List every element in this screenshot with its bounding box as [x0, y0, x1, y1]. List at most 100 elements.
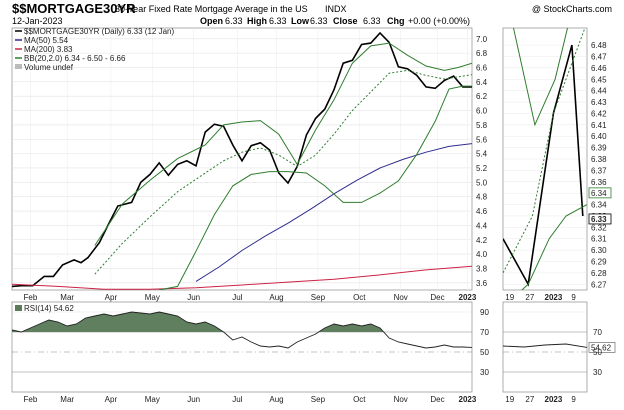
- ohlc-low-value: 6.33: [310, 16, 328, 26]
- zoom-y-tick: 6.44: [591, 87, 607, 96]
- zoom-y-tick: 6.29: [591, 258, 607, 267]
- zoom-x-tick: 9: [571, 293, 576, 302]
- rsi-x-tick: Dec: [430, 395, 444, 404]
- main-x-tick: Jul: [232, 293, 242, 302]
- zoom-y-tick: 6.40: [591, 132, 607, 141]
- rsi-zoom-x-tick: 2023: [545, 395, 563, 404]
- rsi-x-tick: Aug: [269, 395, 283, 404]
- legend-swatch-volume: [15, 64, 22, 69]
- main-y-tick: 3.6: [476, 279, 488, 288]
- main-x-tick: Jun: [187, 293, 200, 302]
- ohlc-high-value: 6.33: [269, 16, 287, 26]
- last-value-tag: [588, 187, 612, 199]
- main-x-tick: Sep: [311, 293, 326, 302]
- rsi-zoom-y-tick: 70: [593, 328, 602, 337]
- main-y-tick: 7.0: [476, 35, 488, 44]
- zoom-y-tick: 6.42: [591, 109, 607, 118]
- main-y-tick: 5.0: [476, 178, 488, 187]
- rsi-overbought-fill: [12, 312, 472, 332]
- rsi-y-tick: 50: [480, 348, 489, 357]
- rsi-y-tick: 30: [480, 368, 489, 377]
- zoom-y-tick: 6.41: [591, 121, 607, 130]
- series-line-3: [94, 42, 472, 246]
- rsi-last-value: 54.62: [591, 343, 612, 352]
- chart-symbol: $$MORTGAGE30YR: [12, 1, 136, 16]
- zoom-x-tick: 2023: [545, 293, 563, 302]
- main-x-tick: Apr: [105, 293, 118, 302]
- zoom-y-tick-labels: 6.276.286.296.306.316.326.336.346.356.36…: [588, 41, 612, 289]
- zoom-series-line-2: [503, 28, 586, 274]
- rsi-zoom-gridlines: [503, 311, 587, 373]
- main-y-tick: 5.8: [476, 121, 488, 130]
- rsi-x-tick: Nov: [394, 395, 408, 404]
- zoom-y-tick: 6.48: [591, 41, 607, 50]
- rsi-zoom-x-tick: 9: [571, 395, 576, 404]
- zoom-y-tick: 6.39: [591, 144, 607, 153]
- main-x-tick: Aug: [269, 293, 283, 302]
- main-x-tick: Feb: [24, 293, 38, 302]
- rsi-legend-swatch: [15, 305, 22, 311]
- main-x-tick: Dec: [430, 293, 444, 302]
- zoom-x-tick: 27: [525, 293, 534, 302]
- rsi-zoom-y-tick: 30: [593, 368, 602, 377]
- zoom-y-tick: 6.32: [591, 223, 607, 232]
- zoom-y-tick: 6.43: [591, 98, 607, 107]
- series-line-0: [12, 31, 472, 288]
- last-value-text: 6.34: [591, 189, 607, 198]
- rsi-x-tick: Mar: [60, 395, 74, 404]
- main-x-tick: Oct: [353, 293, 366, 302]
- zoom-y-tick: 6.46: [591, 64, 607, 73]
- rsi-zoom-x-tick: 27: [525, 395, 534, 404]
- main-gridlines: [12, 28, 472, 290]
- zoom-y-tick: 6.47: [591, 52, 607, 61]
- zoom-y-tick: 6.34: [591, 201, 607, 210]
- main-y-tick: 4.8: [476, 193, 488, 202]
- ohlc-close-label: Close: [333, 16, 358, 26]
- watermark: @ StockCharts.com: [532, 4, 612, 14]
- zoom-series: [503, 28, 587, 290]
- main-x-tick-labels: Feb Mar Apr May Jun Jul Aug Sep Oct Nov Dec 2023: [24, 293, 477, 302]
- rsi-zoom-line: [502, 343, 588, 348]
- zoom-x-tick: 19: [505, 293, 514, 302]
- main-y-tick: 6.8: [476, 49, 488, 58]
- zoom-y-tick: 6.38: [591, 155, 607, 164]
- zoom-y-tick: 6.27: [591, 280, 607, 289]
- zoom-y-tick: 6.28: [591, 269, 607, 278]
- chart-legend: $$MORTGAGE30YR (Daily) 6.33 (12 Jan) MA(…: [15, 27, 174, 72]
- rsi-legend-text: RSI(14) 54.62: [24, 304, 74, 313]
- chart-description: 30-Year Fixed Rate Mortgage Average in t…: [115, 4, 308, 14]
- rsi-legend: RSI(14) 54.62: [15, 304, 74, 313]
- rsi-x-tick: May: [145, 395, 160, 404]
- rsi-y-tick-labels: 30 50 70 90 30 50 70: [480, 308, 602, 377]
- main-y-tick: 4.0: [476, 250, 488, 259]
- rsi-line: [12, 311, 472, 349]
- last-value-text: 6.33: [591, 215, 607, 224]
- rsi-x-tick: Jul: [232, 395, 242, 404]
- rsi-x-tick: Apr: [105, 395, 118, 404]
- main-y-tick: 6.4: [476, 78, 488, 87]
- ohlc-chg-value: +0.00 (+0.00%): [408, 16, 470, 26]
- main-y-tick: 3.8: [476, 264, 488, 273]
- rsi-y-tick: 90: [480, 308, 489, 317]
- ohlc-open-label: Open: [200, 16, 223, 26]
- main-y-tick: 5.4: [476, 150, 488, 159]
- main-y-tick-labels: 3.6 3.8 4.0 4.2 4.4 4.6 4.8 5.0 5.2 5.4 5.6 5.8 6.0 6…: [476, 35, 488, 288]
- main-y-tick: 4.2: [476, 236, 488, 245]
- main-x-tick: 2023: [459, 293, 477, 302]
- ohlc-open-value: 6.33: [225, 16, 243, 26]
- main-x-tick: Nov: [394, 293, 408, 302]
- chart-date: 12-Jan-2023: [12, 16, 63, 26]
- rsi-panel-frame: [11, 301, 473, 393]
- legend-bb: BB(20,2.0) 6.34 - 6.50 - 6.66: [24, 54, 126, 63]
- zoom-y-tick: 6.36: [591, 178, 607, 187]
- main-series: [12, 31, 472, 290]
- ohlc-close-value: 6.33: [363, 16, 381, 26]
- rsi-x-tick: Feb: [24, 395, 38, 404]
- ohlc-high-label: High: [247, 16, 267, 26]
- zoom-y-tick: 6.37: [591, 166, 607, 175]
- legend-price: $$MORTGAGE30YR (Daily) 6.33 (12 Jan): [24, 27, 174, 36]
- main-x-tick: May: [145, 293, 160, 302]
- rsi-last-value-tag: [588, 342, 616, 353]
- zoom-series-line-1: [512, 28, 569, 127]
